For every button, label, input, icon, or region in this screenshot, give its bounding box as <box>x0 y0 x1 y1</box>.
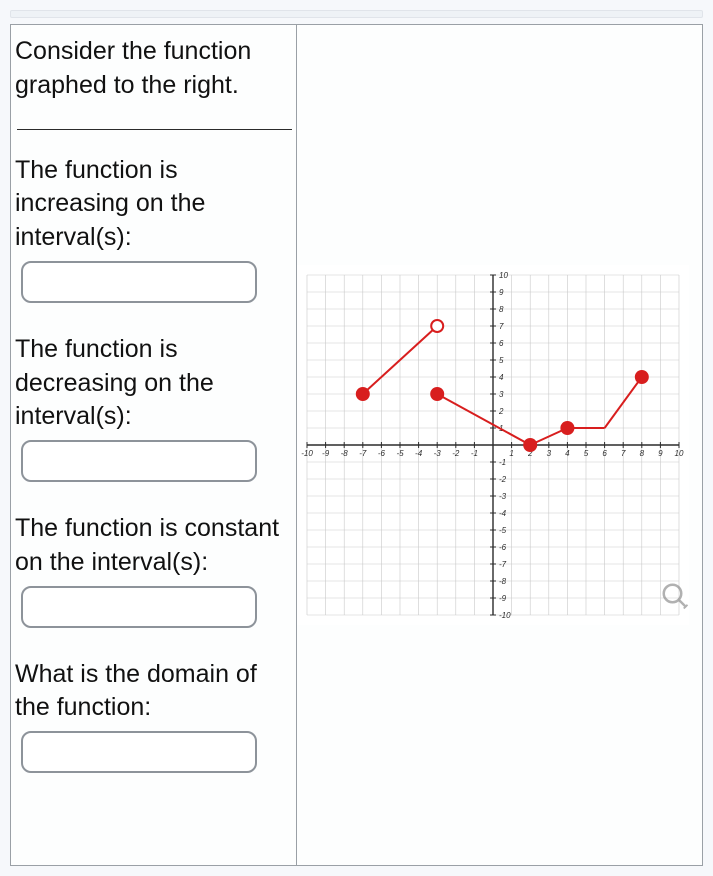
svg-text:-4: -4 <box>415 449 423 458</box>
svg-text:7: 7 <box>499 322 504 331</box>
svg-text:-6: -6 <box>378 449 386 458</box>
svg-text:6: 6 <box>602 449 607 458</box>
question-label: The function is increasing on the interv… <box>15 154 294 255</box>
svg-text:-4: -4 <box>499 509 507 518</box>
constant-input[interactable] <box>21 586 257 628</box>
function-chart: -10-9-8-7-6-5-4-3-2-112345678910-10-9-8-… <box>297 265 689 625</box>
svg-text:-7: -7 <box>499 560 507 569</box>
question-decreasing: The function is decreasing on the interv… <box>15 333 294 482</box>
svg-text:-1: -1 <box>471 449 478 458</box>
question-increasing: The function is increasing on the interv… <box>15 154 294 303</box>
svg-text:-8: -8 <box>341 449 349 458</box>
left-pane: Consider the function graphed to the rig… <box>11 25 297 865</box>
svg-text:-2: -2 <box>499 475 507 484</box>
svg-text:8: 8 <box>640 449 645 458</box>
right-pane: -10-9-8-7-6-5-4-3-2-112345678910-10-9-8-… <box>297 25 702 865</box>
svg-text:3: 3 <box>547 449 552 458</box>
question-card: Consider the function graphed to the rig… <box>10 24 703 866</box>
separator <box>17 129 292 130</box>
svg-text:4: 4 <box>499 373 504 382</box>
svg-text:-5: -5 <box>499 526 507 535</box>
svg-text:-5: -5 <box>396 449 404 458</box>
svg-text:10: 10 <box>675 449 684 458</box>
svg-text:1: 1 <box>509 449 513 458</box>
svg-text:-10: -10 <box>499 611 511 620</box>
svg-text:-7: -7 <box>359 449 367 458</box>
question-constant: The function is constant on the interval… <box>15 512 294 628</box>
svg-text:-2: -2 <box>452 449 460 458</box>
svg-text:-9: -9 <box>499 594 507 603</box>
svg-text:10: 10 <box>499 271 508 280</box>
question-label: What is the domain of the function: <box>15 658 294 726</box>
svg-text:3: 3 <box>499 390 504 399</box>
svg-text:7: 7 <box>621 449 626 458</box>
svg-text:4: 4 <box>565 449 570 458</box>
svg-text:8: 8 <box>499 305 504 314</box>
svg-text:9: 9 <box>658 449 663 458</box>
domain-input[interactable] <box>21 731 257 773</box>
svg-text:6: 6 <box>499 339 504 348</box>
svg-text:2: 2 <box>498 407 504 416</box>
svg-text:-9: -9 <box>322 449 330 458</box>
svg-text:9: 9 <box>499 288 504 297</box>
prompt-text: Consider the function graphed to the rig… <box>15 35 294 103</box>
increasing-input[interactable] <box>21 261 257 303</box>
decreasing-input[interactable] <box>21 440 257 482</box>
svg-text:-8: -8 <box>499 577 507 586</box>
svg-text:-3: -3 <box>434 449 442 458</box>
svg-text:-3: -3 <box>499 492 507 501</box>
top-divider <box>10 10 703 18</box>
svg-text:-1: -1 <box>499 458 506 467</box>
svg-text:5: 5 <box>499 356 504 365</box>
chart-container: -10-9-8-7-6-5-4-3-2-112345678910-10-9-8-… <box>297 265 702 625</box>
svg-text:5: 5 <box>584 449 589 458</box>
svg-text:-10: -10 <box>301 449 313 458</box>
question-label: The function is constant on the interval… <box>15 512 294 580</box>
question-domain: What is the domain of the function: <box>15 658 294 774</box>
question-label: The function is decreasing on the interv… <box>15 333 294 434</box>
zoom-icon[interactable] <box>660 581 690 611</box>
svg-text:-6: -6 <box>499 543 507 552</box>
